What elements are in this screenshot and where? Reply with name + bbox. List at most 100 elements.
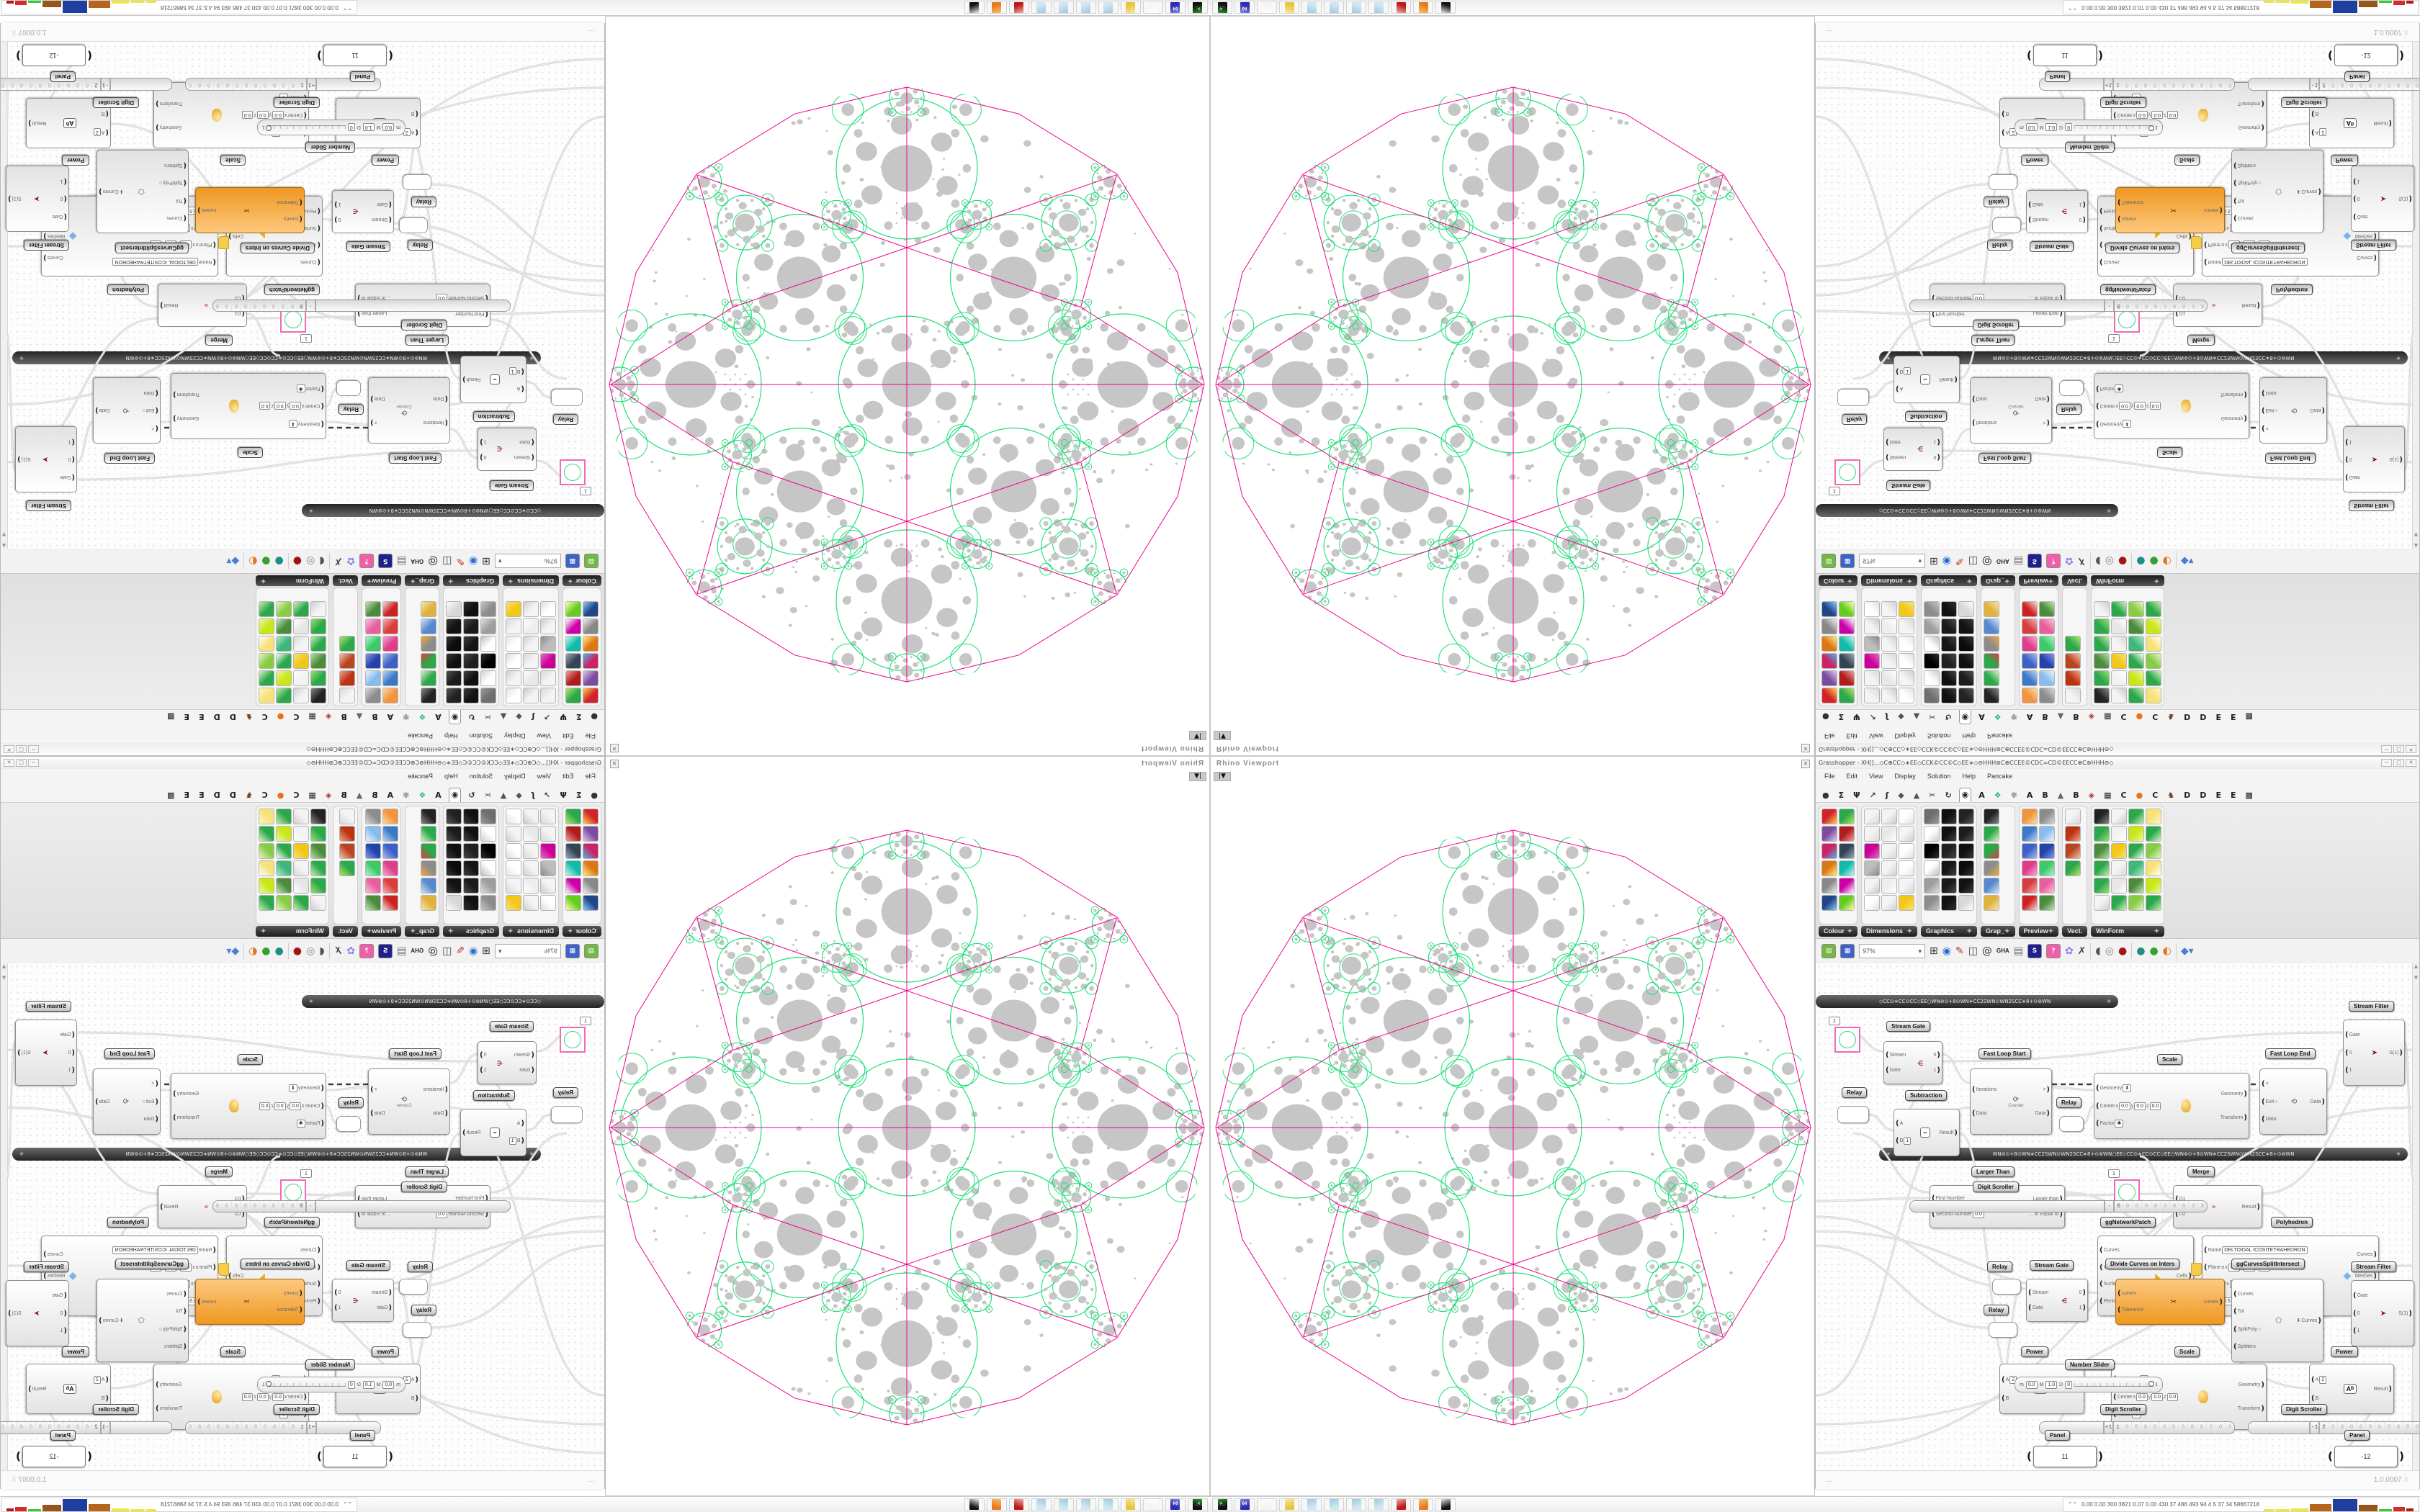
component-icon[interactable] [339,653,355,669]
gh-node-stream-gate-2[interactable]: (Stream(Gate Ψ 0) 1) [2026,1279,2088,1322]
tab-22[interactable]: ♞ [2167,791,2175,800]
component-icon[interactable] [2146,826,2162,842]
node-canvas[interactable]: ▲ ▼ ◇CC⊙∗CC⊙CC◇EE○WN⊚⊙+8⊙WN∗CC2SWN⊙WN2SCC… [1,42,604,549]
gh-node-gg-curves-split-intersect[interactable]: (Curves(Tol(SplitPoly ○(Splitters ⬠ ⬇ Curves… [97,150,189,233]
component-icon[interactable] [1958,878,1974,894]
nameplate-digit-scroller-12[interactable]: Digit Scroller [93,1404,139,1415]
nameplate-digit-scroller-12[interactable]: Digit Scroller [2281,97,2327,108]
viewport-close-icon[interactable]: ✕ [1801,760,1810,768]
component-icon[interactable] [1881,826,1897,842]
tab-12[interactable]: ✾ [2010,791,2017,800]
component-icon[interactable] [463,895,479,911]
notepad-icon[interactable] [1368,1,1389,14]
tab-24[interactable]: D [2200,791,2207,800]
component-icon[interactable] [565,653,581,669]
notepad-icon[interactable] [1324,1,1344,14]
canvas-group-bar-0[interactable]: ◇CC⊙∗CC⊙CC◇EE○WN⊚⊙+8⊙WN∗CC2SWN⊙WN2SCC∗8+… [1816,995,2118,1008]
tab-11[interactable]: ❖ [1994,791,2002,800]
new-document-icon[interactable]: ▤ [584,554,599,568]
tab-26[interactable]: E [184,712,190,721]
balloon-tag-icon[interactable] [218,1263,229,1276]
component-icon[interactable] [1839,601,1855,617]
component-icon[interactable] [1864,618,1880,634]
component-icon[interactable] [2128,653,2145,669]
component-icon[interactable] [540,653,556,669]
component-icon[interactable] [463,653,479,669]
component-icon[interactable] [583,895,599,911]
zoom-select[interactable]: 97% ▾ [1859,554,1925,568]
component-icon[interactable] [1899,636,1914,652]
component-icon[interactable] [523,653,539,669]
palette-group-label[interactable]: Dimensions ✦ [1861,926,1917,937]
selection-orange-icon[interactable]: ◐ [2162,555,2172,567]
menu-display[interactable]: Display [504,773,526,780]
nameplate-fast-loop-end[interactable]: Fast Loop End [104,453,155,464]
gh-node-relay-1[interactable] [1837,1106,1869,1123]
component-icon[interactable] [2065,653,2081,669]
component-icon[interactable] [1881,843,1897,859]
gh-node-relay-3[interactable] [1992,1279,2021,1295]
nameplate-fast-loop-end[interactable]: Fast Loop End [2265,453,2316,464]
palette-group-label[interactable]: Colour ✦ [563,926,601,937]
tab-21[interactable]: C [261,791,268,800]
component-icon[interactable] [292,843,309,859]
nameplate-panel-11[interactable]: Panel [2045,1430,2071,1441]
component-icon[interactable] [565,670,581,686]
component-icon[interactable] [506,843,521,859]
firefox-icon[interactable] [1413,1,1433,14]
gumball-icon[interactable]: ◆▾ [2180,945,2194,957]
search-icon[interactable]: S [378,554,393,568]
component-icon[interactable] [2021,636,2038,652]
save-icon[interactable]: ▦ [1840,554,1855,568]
menu-view[interactable]: View [1869,773,1883,780]
component-icon[interactable] [2094,688,2110,703]
tab-2[interactable]: Ψ [1853,791,1860,800]
component-icon[interactable] [506,878,521,894]
selection-orange-icon[interactable]: ◐ [248,555,258,567]
tab-15[interactable]: ▲ [2057,791,2064,800]
component-icon[interactable] [1958,618,1974,634]
notepad-icon[interactable] [1346,1,1366,14]
menu-display[interactable]: Display [504,732,526,739]
component-icon[interactable] [2146,878,2162,894]
component-icon[interactable] [1881,653,1897,669]
preview-off-icon[interactable]: ◖ [319,945,325,957]
tab-19[interactable]: C [2120,712,2127,721]
gh-node-stream-gate-2[interactable]: (Stream(Gate Ψ 0) 1) [332,190,394,233]
tab-2[interactable]: Ψ [560,791,567,800]
gh-node-panel-12[interactable]: -12() [16,45,92,66]
component-icon[interactable] [2146,670,2162,686]
component-icon[interactable] [2038,878,2055,894]
component-icon[interactable] [2021,670,2038,686]
rhino-viewport[interactable]: Rhino Viewport |▼ ✕ [605,16,1210,756]
tab-9[interactable]: ◉ [448,710,462,724]
component-icon[interactable] [1958,860,1974,876]
tray-chevron-icon[interactable]: ⌃⌃ [2067,4,2078,12]
component-icon[interactable] [1821,895,1837,911]
component-icon[interactable] [583,653,599,669]
close-button[interactable]: ✕ [2406,745,2416,753]
gh-node-digit-scroller-30[interactable]: · 0 0 0 0 0 0 0 0 3 0 [1909,1200,2208,1212]
component-icon[interactable] [2111,826,2128,842]
nameplate-stream-gate-2[interactable]: Stream Gate [346,1260,390,1271]
component-icon[interactable] [1924,860,1940,876]
tab-18[interactable]: ▦ [308,791,316,800]
zoom-extents-icon[interactable]: ⊞ [482,945,490,957]
component-icon[interactable] [1839,878,1855,894]
balloons-icon[interactable]: ✿ [2064,945,2074,957]
component-icon[interactable] [540,826,556,842]
terminal-icon[interactable]: >_ [1188,1498,1208,1511]
balloons-icon[interactable]: ✿ [346,555,356,567]
tab-24[interactable]: D [213,712,220,721]
gh-node-fast-loop-start[interactable]: (Iterations(Data ⟳ Counter >) Data) [1970,1068,2052,1135]
resize-grip[interactable]: ⠿ [11,1476,17,1483]
component-icon[interactable] [446,809,462,824]
component-icon[interactable] [292,670,309,686]
nameplate-stream-gate-1[interactable]: Stream Gate [1886,480,1931,491]
gh-node-fast-loop-end[interactable]: (<(Exit ○(Data ⟲ Data) [93,1068,161,1135]
empty-slot[interactable] [1257,1498,1277,1511]
component-icon[interactable] [310,653,326,669]
tab-20[interactable]: ● [2136,712,2143,721]
menu-pancake[interactable]: Pancake [408,732,434,739]
preview-off-icon[interactable]: ◖ [2095,555,2101,567]
